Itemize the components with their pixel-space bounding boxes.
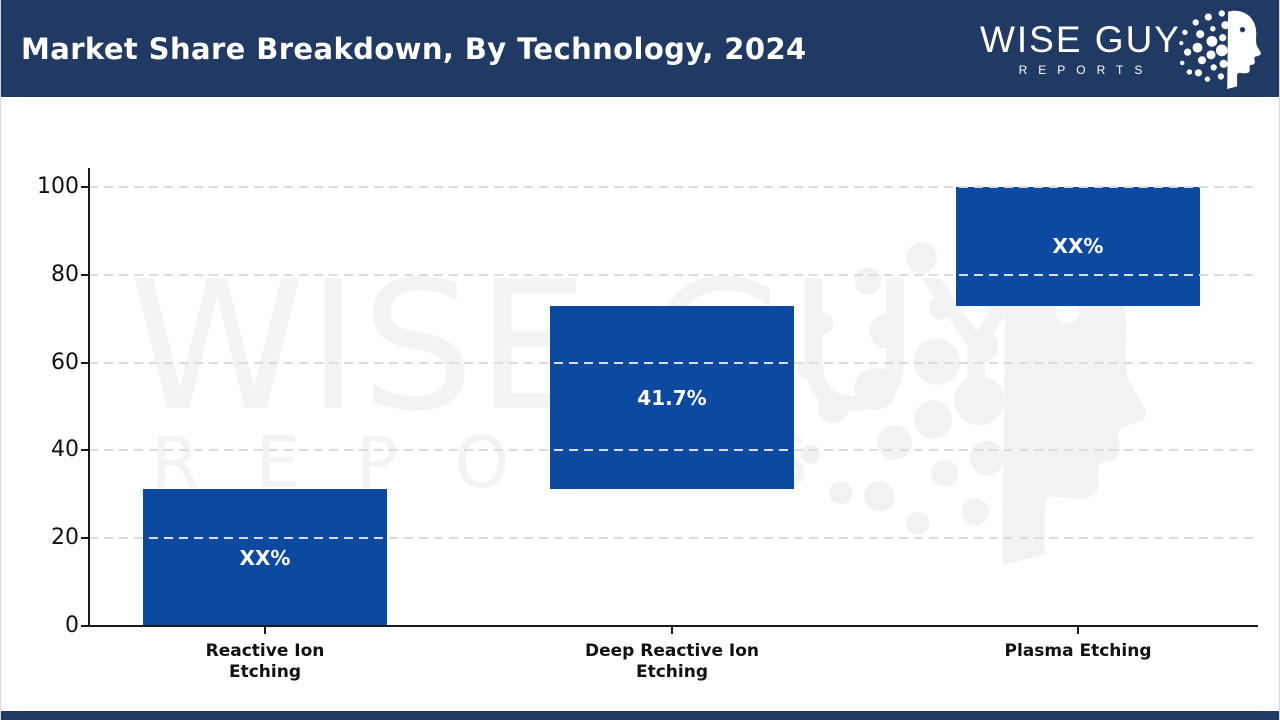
bar-value-label: XX% (239, 545, 291, 570)
header-bar: Market Share Breakdown, By Technology, 2… (1, 0, 1279, 97)
x-axis-line (88, 625, 1258, 627)
x-category-label-line: Plasma Etching (1004, 641, 1152, 661)
gridline-20 (89, 537, 1258, 540)
bar-segment (550, 305, 794, 490)
x-category-label-line: Etching (635, 662, 709, 682)
y-tick-mark (81, 537, 89, 540)
logo-subtitle: REPORTS (1018, 62, 1154, 77)
chart-title: Market Share Breakdown, By Technology, 2… (21, 31, 807, 66)
y-tick-mark (81, 625, 89, 627)
gridline-100 (89, 186, 1258, 188)
y-tick-mark (81, 449, 89, 452)
x-tick-mark (264, 626, 266, 634)
wiseguy-face-logo-icon (1179, 9, 1261, 89)
y-tick-label: 0 (65, 613, 79, 638)
x-category-label-line: Etching (228, 662, 302, 682)
x-category-label: Plasma Etching (918, 641, 1238, 662)
wiseguy-logo: WISE GUY REPORTS (980, 6, 1265, 92)
bar-value-label: XX% (1052, 234, 1104, 259)
bar-segment (143, 489, 387, 626)
y-tick-label: 80 (51, 261, 79, 287)
y-tick-mark (81, 361, 89, 364)
wiseguy-face-watermark-icon (797, 229, 1146, 566)
y-tick-label: 20 (51, 525, 79, 551)
x-tick-mark (1077, 626, 1079, 634)
bar-segment (956, 187, 1200, 306)
x-category-label-line: Reactive Ion (205, 641, 325, 661)
bar-value-label: 41.7% (637, 385, 707, 410)
y-axis-line (88, 168, 90, 627)
y-tick-label: 100 (37, 174, 79, 199)
x-category-label-line: Deep Reactive Ion (584, 641, 760, 661)
gridline-80 (89, 273, 1258, 276)
x-category-label: Reactive Ion Etching (105, 641, 425, 683)
gridline-60 (89, 361, 1258, 364)
y-tick-mark (81, 186, 89, 188)
wiseguy-logo-text: WISE GUY REPORTS (980, 21, 1181, 77)
y-tick-label: 40 (51, 437, 79, 463)
y-tick-mark (81, 273, 89, 276)
x-tick-mark (671, 626, 673, 634)
footer-bar (1, 711, 1279, 720)
x-category-label: Deep Reactive Ion Etching (512, 641, 832, 683)
logo-wordmark: WISE GUY (979, 18, 1181, 60)
y-tick-label: 60 (51, 349, 79, 375)
gridline-40 (89, 449, 1258, 452)
